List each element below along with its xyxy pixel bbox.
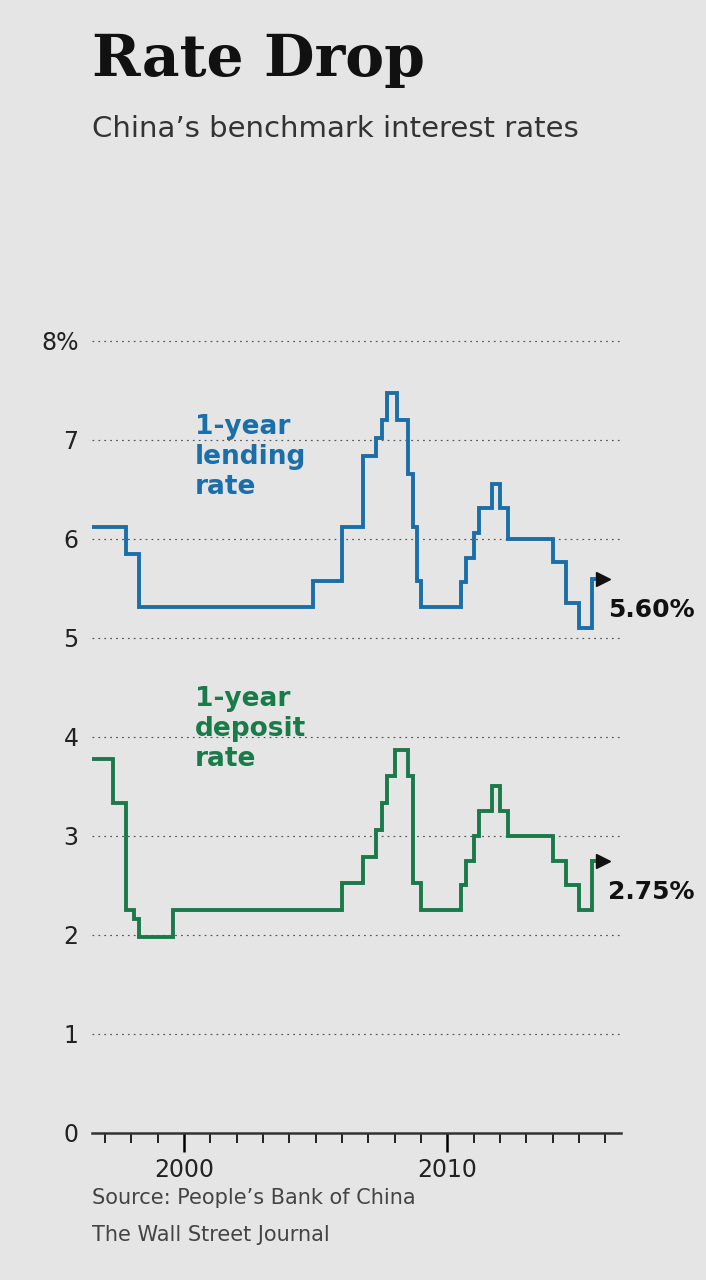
Text: The Wall Street Journal: The Wall Street Journal	[92, 1225, 330, 1245]
Text: 1-year
lending
rate: 1-year lending rate	[195, 413, 306, 499]
Text: 1-year
deposit
rate: 1-year deposit rate	[195, 686, 306, 772]
Text: 2.75%: 2.75%	[608, 881, 694, 904]
Text: Rate Drop: Rate Drop	[92, 32, 425, 88]
Text: 5.60%: 5.60%	[608, 598, 694, 622]
Text: China’s benchmark interest rates: China’s benchmark interest rates	[92, 115, 578, 143]
Text: Source: People’s Bank of China: Source: People’s Bank of China	[92, 1188, 415, 1208]
